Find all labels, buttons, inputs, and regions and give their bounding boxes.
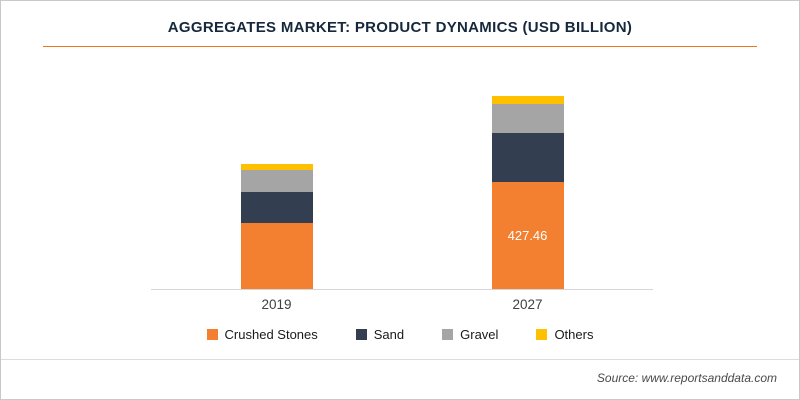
- footer: Source: www.reportsanddata.com: [1, 359, 799, 399]
- bar-segment-sand: [491, 132, 564, 183]
- legend-label: Sand: [373, 327, 405, 342]
- x-tick-label: 2027: [512, 297, 543, 312]
- bar-segment-crushed-stones: 427.46: [491, 182, 564, 289]
- legend-swatch-gravel: [442, 329, 454, 340]
- bars-group: 427.46: [151, 89, 653, 289]
- stacked-bar-2019: [240, 164, 313, 289]
- data-label: 427.46: [507, 228, 548, 244]
- legend-label: Gravel: [460, 327, 499, 342]
- legend-item-others: Others: [536, 327, 593, 342]
- source-text: Source: www.reportsanddata.com: [596, 371, 777, 385]
- legend-label: Others: [554, 327, 594, 342]
- bar-segment-gravel: [240, 170, 313, 192]
- legend-swatch-others: [536, 329, 548, 340]
- x-axis-labels: 2019 2027: [151, 297, 653, 312]
- bar-segment-crushed-stones: [240, 223, 313, 289]
- legend-swatch-sand: [355, 329, 367, 340]
- legend-label: Crushed Stones: [224, 327, 318, 342]
- legend: Crushed Stones Sand Gravel Others: [1, 327, 799, 342]
- bar-segment-sand: [240, 191, 313, 224]
- legend-item-gravel: Gravel: [442, 327, 498, 342]
- x-tick-label: 2019: [261, 297, 292, 312]
- legend-swatch-crushed-stones: [206, 329, 218, 340]
- bar-segment-gravel: [491, 104, 564, 133]
- legend-item-sand: Sand: [355, 327, 405, 342]
- title-underline: [43, 46, 757, 47]
- bar-segment-others: [240, 164, 313, 171]
- chart-title: AGGREGATES MARKET: PRODUCT DYNAMICS (USD…: [167, 19, 633, 36]
- bar-segment-others: [491, 95, 564, 105]
- stacked-bar-2027: 427.46: [491, 95, 564, 289]
- legend-item-crushed-stones: Crushed Stones: [206, 327, 318, 342]
- plot-area: 427.46: [151, 89, 653, 290]
